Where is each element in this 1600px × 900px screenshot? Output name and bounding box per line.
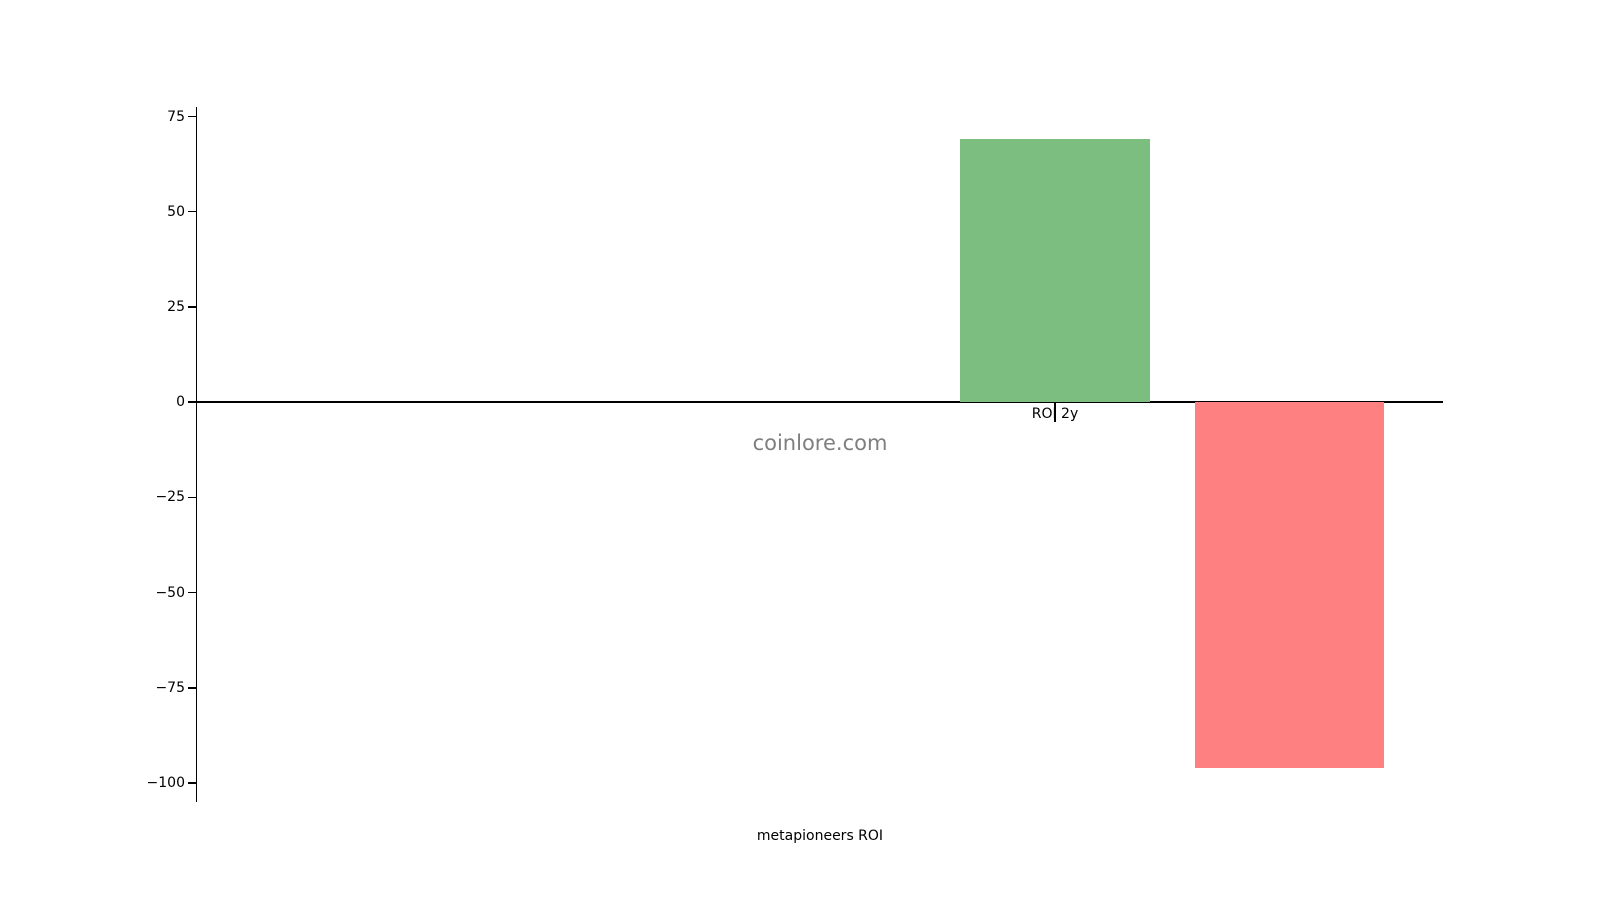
y-tick-label: 25 bbox=[167, 298, 185, 315]
y-tick-label: 75 bbox=[167, 108, 185, 125]
y-axis-line bbox=[195, 107, 197, 802]
y-tick-mark bbox=[187, 591, 196, 594]
x-tick-label: ROI 2y bbox=[1031, 406, 1079, 423]
y-tick-mark bbox=[187, 115, 196, 118]
y-tick-mark bbox=[187, 401, 196, 403]
watermark-text: coinlore.com bbox=[752, 431, 888, 455]
y-tick-label: −100 bbox=[146, 774, 185, 791]
bar-unlabeled-1 bbox=[1195, 402, 1385, 768]
y-tick-mark bbox=[187, 496, 196, 499]
y-tick-mark bbox=[187, 210, 196, 213]
y-tick-label: 50 bbox=[167, 203, 185, 220]
bar-roi-2y bbox=[960, 139, 1150, 403]
y-tick-mark bbox=[187, 306, 196, 308]
y-tick-label: −75 bbox=[155, 679, 185, 696]
x-axis-zero-line bbox=[197, 401, 1443, 403]
y-tick-label: −25 bbox=[155, 489, 185, 506]
y-tick-label: 0 bbox=[176, 394, 185, 411]
y-tick-mark bbox=[187, 782, 196, 784]
x-tick-mark bbox=[1054, 402, 1056, 422]
y-tick-mark bbox=[187, 687, 196, 689]
y-tick-label: −50 bbox=[155, 584, 185, 601]
chart-title: metapioneers ROI bbox=[756, 828, 884, 844]
